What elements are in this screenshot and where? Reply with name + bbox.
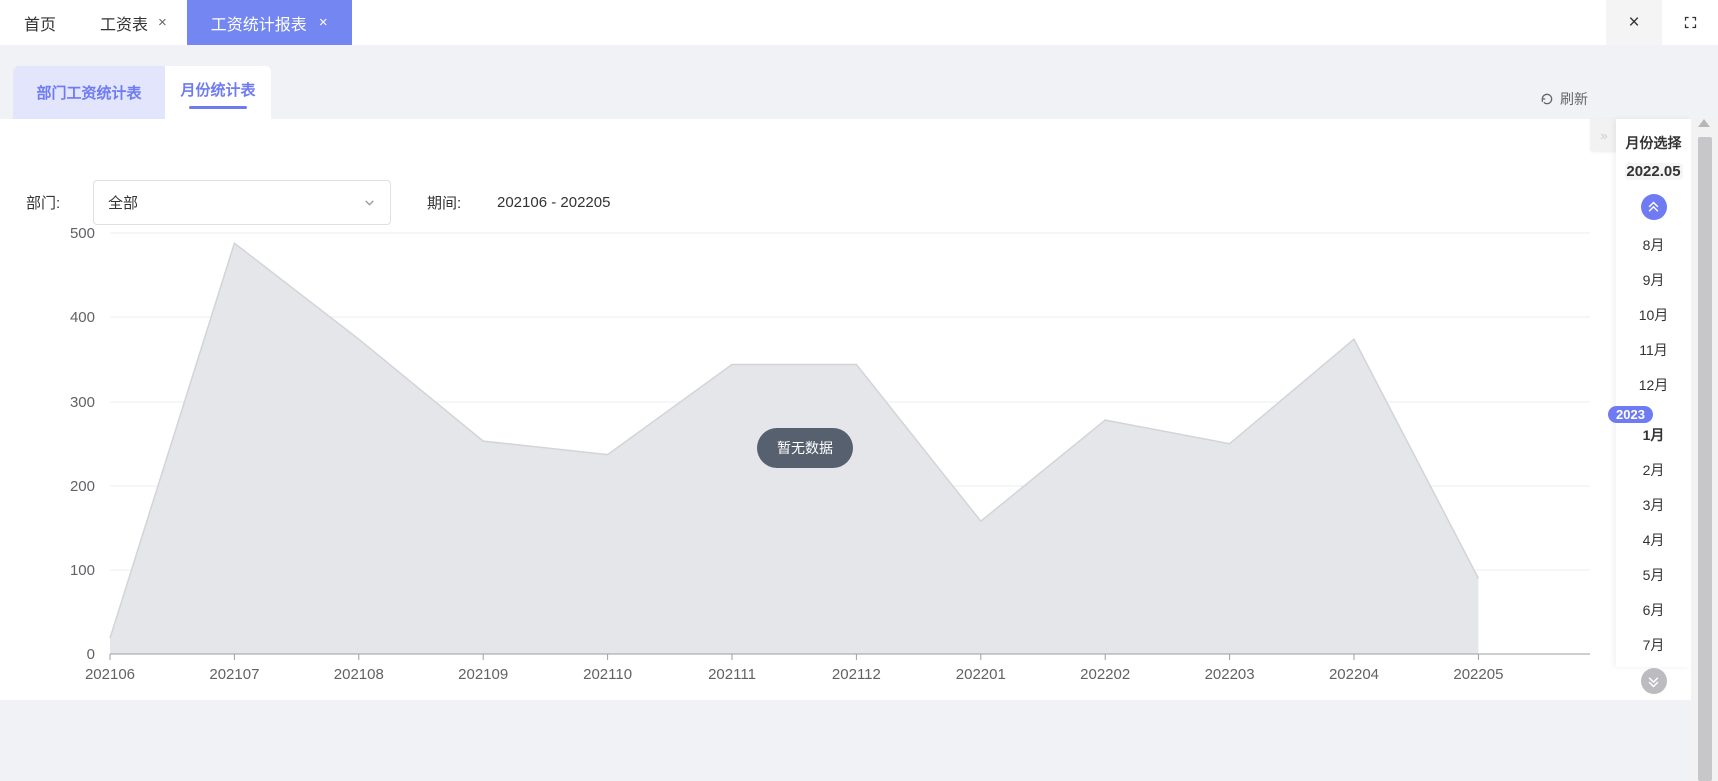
svg-text:202205: 202205 bbox=[1453, 666, 1503, 683]
svg-text:200: 200 bbox=[70, 478, 95, 495]
svg-text:202109: 202109 bbox=[458, 666, 508, 683]
svg-text:0: 0 bbox=[87, 646, 95, 663]
svg-text:202106: 202106 bbox=[85, 666, 135, 683]
svg-text:500: 500 bbox=[70, 225, 95, 242]
svg-text:202110: 202110 bbox=[583, 666, 632, 683]
svg-text:202201: 202201 bbox=[956, 666, 1006, 683]
svg-text:202112: 202112 bbox=[832, 666, 881, 683]
svg-text:400: 400 bbox=[70, 309, 95, 326]
svg-text:202204: 202204 bbox=[1329, 666, 1379, 683]
svg-text:202203: 202203 bbox=[1205, 666, 1255, 683]
svg-text:202111: 202111 bbox=[708, 666, 756, 683]
svg-text:100: 100 bbox=[70, 562, 95, 579]
svg-text:300: 300 bbox=[70, 394, 95, 411]
svg-text:202108: 202108 bbox=[334, 666, 384, 683]
svg-text:202107: 202107 bbox=[209, 666, 259, 683]
svg-text:202202: 202202 bbox=[1080, 666, 1130, 683]
